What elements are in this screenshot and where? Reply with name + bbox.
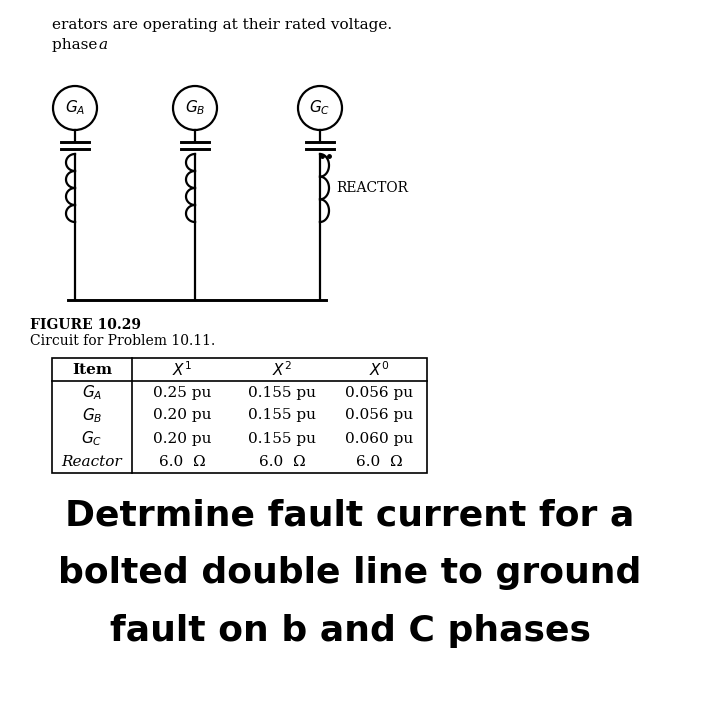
Text: 0.20 pu: 0.20 pu [153, 409, 211, 423]
Text: 0.155 pu: 0.155 pu [248, 386, 316, 399]
Text: $X^2$: $X^2$ [272, 360, 292, 379]
Text: Item: Item [72, 362, 112, 377]
Text: a: a [98, 38, 107, 52]
Text: Reactor: Reactor [62, 454, 122, 468]
Text: $X^1$: $X^1$ [172, 360, 192, 379]
Bar [52, 358, 427, 473]
Text: 0.155 pu: 0.155 pu [248, 409, 316, 423]
Text: 0.060 pu: 0.060 pu [346, 431, 414, 446]
Text: 0.056 pu: 0.056 pu [346, 409, 414, 423]
Text: 6.0  Ω: 6.0 Ω [158, 454, 205, 468]
Text: REACTOR: REACTOR [336, 181, 408, 195]
Text: 0.25 pu: 0.25 pu [153, 386, 211, 399]
Text: $G_B$: $G_B$ [185, 99, 205, 118]
Text: 6.0  Ω: 6.0 Ω [259, 454, 306, 468]
Text: $G_B$: $G_B$ [82, 406, 102, 425]
Text: fault on b and C phases: fault on b and C phases [109, 614, 590, 648]
Text: 6.0  Ω: 6.0 Ω [356, 454, 403, 468]
Text: 0.155 pu: 0.155 pu [248, 431, 316, 446]
Text: $G_A$: $G_A$ [64, 99, 86, 118]
Text: 0.056 pu: 0.056 pu [346, 386, 414, 399]
Text: $G_A$: $G_A$ [82, 383, 102, 402]
Text: phase: phase [52, 38, 102, 52]
Text: $G_C$: $G_C$ [309, 99, 331, 118]
Text: $X^0$: $X^0$ [369, 360, 390, 379]
Text: FIGURE 10.29: FIGURE 10.29 [30, 318, 141, 332]
Text: Detrmine fault current for a: Detrmine fault current for a [65, 498, 634, 532]
Text: 0.20 pu: 0.20 pu [153, 431, 211, 446]
Text: erators are operating at their rated voltage.: erators are operating at their rated vol… [52, 18, 392, 32]
Text: $G_C$: $G_C$ [81, 429, 102, 448]
Text: Circuit for Problem 10.11.: Circuit for Problem 10.11. [30, 334, 215, 348]
Text: bolted double line to ground: bolted double line to ground [58, 556, 641, 590]
